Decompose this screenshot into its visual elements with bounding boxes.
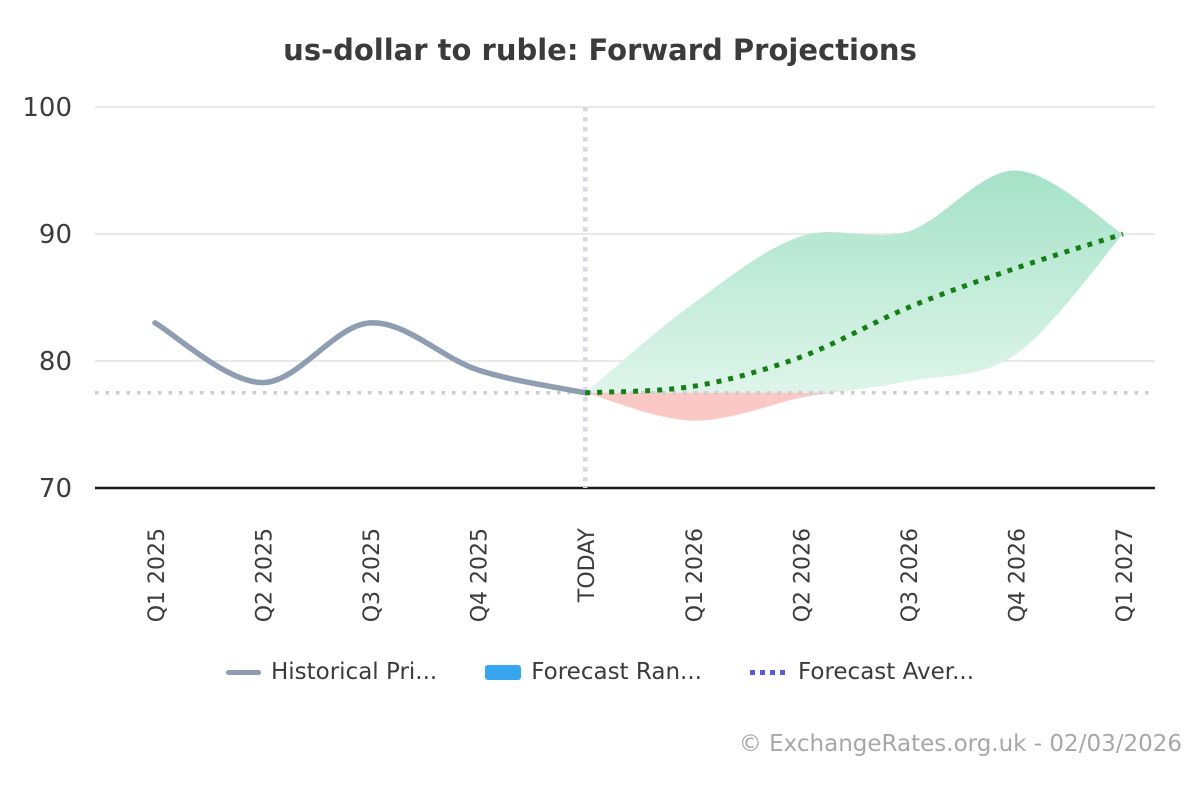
y-tick-label: 80	[39, 347, 72, 377]
legend-label-forecast-average: Forecast Aver...	[797, 659, 975, 685]
forecast-range-band	[585, 170, 1123, 421]
x-tick-label: Q3 2025	[360, 528, 385, 622]
legend-item-forecast-range: Forecast Ran...	[485, 659, 702, 685]
watermark: © ExchangeRates.org.uk - 02/03/2026	[738, 731, 1182, 757]
forecast-average-line	[585, 231, 1124, 396]
legend-item-forecast-average: Forecast Aver...	[749, 659, 975, 685]
x-tick-label: Q1 2027	[1113, 528, 1138, 622]
x-tick-label: Q4 2026	[1005, 528, 1030, 622]
x-tick-label: Q1 2026	[683, 528, 708, 622]
forecast-downside-band	[585, 392, 834, 421]
x-tick-label: Q3 2026	[898, 528, 923, 622]
historical-line-swatch-icon	[225, 669, 261, 675]
legend-label-historical-price: Historical Pri...	[270, 659, 438, 685]
x-tick-label: Q4 2025	[468, 528, 493, 622]
y-tick-label: 90	[39, 220, 72, 250]
forecast-range-swatch-icon	[485, 664, 522, 680]
forecast-average-swatch-icon	[749, 669, 788, 675]
x-tick-label: Q2 2026	[790, 528, 815, 622]
chart-title: us-dollar to ruble: Forward Projections	[283, 33, 917, 67]
y-tick-label: 70	[39, 474, 72, 504]
x-tick-label: Q2 2025	[253, 528, 278, 622]
legend-label-forecast-range: Forecast Ran...	[531, 659, 702, 685]
x-tick-label: TODAY	[575, 527, 600, 603]
chart-canvas: 70 80 90 100 Q1 2025 Q2 2025 Q3 2025 Q4 2025 TOD…	[22, 93, 1155, 622]
legend-item-historical-price: Historical Pri...	[225, 659, 438, 685]
historical-price-line	[152, 320, 588, 396]
chart-legend: Historical Pri... Forecast Ran... Foreca…	[0, 659, 1200, 685]
y-tick-label: 100	[22, 93, 72, 123]
x-tick-label: Q1 2025	[145, 528, 170, 622]
